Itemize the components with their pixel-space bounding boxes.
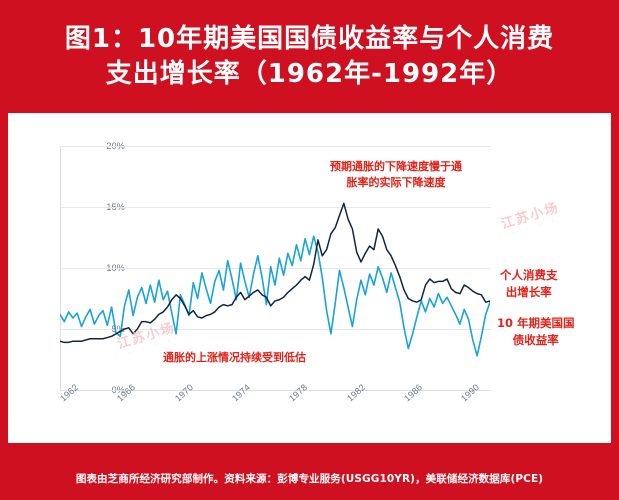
panel-bottom-strip	[0, 443, 619, 457]
series-svg	[60, 202, 490, 357]
annotation-top-line-2: 胀率的实际下降速度	[346, 175, 446, 189]
gridline	[61, 207, 491, 208]
footer-banner: 图表由芝商所经济研究部制作。资料来源：彭博专业服务(USGG10YR)，美联储经…	[0, 457, 619, 500]
series-line-pce	[60, 235, 490, 357]
gridline	[61, 268, 491, 269]
annotation-bottom: 通胀的上涨情况持续受到低估	[163, 351, 306, 364]
title-line-1: 图1：10年期美国国债收益率与个人消费	[64, 24, 555, 54]
annotation-top-line-1: 预期通胀的下降速度慢于通	[330, 160, 462, 173]
series-label-ust-line-1: 10 年期美国国	[497, 316, 575, 330]
gridline	[61, 146, 491, 147]
plot-wrapper: 20% 15% 10% 5% 0% 1962 1966 1970 1974 1978 1982 19…	[8, 113, 611, 457]
x-axis-line	[60, 390, 490, 391]
title-line-2: 支出增长率（1962年-1992年）	[105, 58, 514, 89]
series-label-ust-line-2: 债收益率	[512, 333, 559, 348]
footer-source-text: 图表由芝商所经济研究部制作。资料来源：彭博专业服务(USGG10YR)，美联储经…	[75, 473, 544, 485]
series-label-ust: 10 年期美国国 债收益率	[497, 315, 575, 350]
annotation-top: 预期通胀的下降速度慢于通 胀率的实际下降速度	[330, 159, 462, 191]
title-banner: 图1：10年期美国国债收益率与个人消费 支出增长率（1962年-1992年）	[0, 0, 619, 113]
series-label-pce-line-1: 个人消费支	[500, 268, 558, 282]
chart-panel: 20% 15% 10% 5% 0% 1962 1966 1970 1974 1978 1982 19…	[8, 113, 611, 457]
series-label-pce: 个人消费支 出增长率	[500, 267, 558, 302]
gridline	[61, 329, 491, 330]
series-line-ust	[60, 202, 490, 344]
series-label-pce-line-2: 出增长率	[505, 285, 552, 300]
